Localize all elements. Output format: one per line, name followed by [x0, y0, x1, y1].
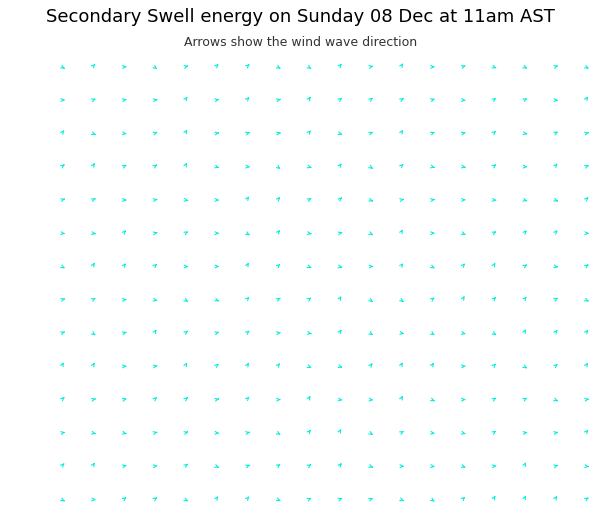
Text: Secondary Swell energy on Sunday 08 Dec at 11am AST: Secondary Swell energy on Sunday 08 Dec …	[46, 8, 555, 26]
Text: Arrows show the wind wave direction: Arrows show the wind wave direction	[184, 36, 417, 49]
